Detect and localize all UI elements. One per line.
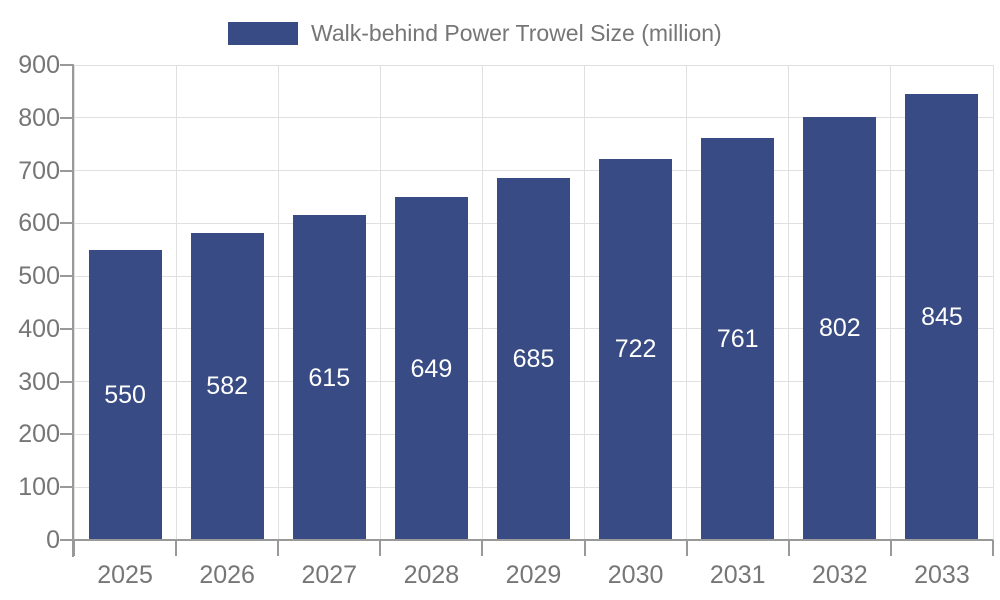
bar-value-label: 761: [716, 325, 759, 354]
x-axis-line: [72, 539, 993, 541]
x-tick-label: 2033: [914, 561, 970, 589]
x-tick-label: 2028: [403, 561, 460, 589]
bar-value-label: 615: [308, 363, 351, 392]
y-tick: [60, 327, 74, 330]
x-tick-label: 2029: [505, 561, 562, 589]
x-tick: [583, 540, 586, 556]
x-tick: [379, 540, 382, 556]
y-tick-label: 600: [18, 209, 60, 238]
x-tick-label: 2031: [709, 561, 766, 589]
y-tick: [60, 222, 74, 225]
y-axis-line: [72, 65, 74, 557]
x-tick-label: 2025: [97, 561, 153, 589]
bar: [190, 232, 264, 540]
bar: [599, 158, 673, 540]
bar: [88, 249, 162, 540]
x-gridline: [992, 65, 994, 540]
bar: [803, 116, 877, 540]
y-tick: [60, 64, 74, 66]
bar: [394, 197, 468, 540]
x-gridline: [379, 65, 381, 540]
y-tick-label: 100: [18, 473, 60, 502]
y-tick: [60, 169, 74, 172]
bar-value-label: 550: [104, 380, 146, 409]
x-gridline: [175, 65, 177, 540]
x-gridline: [788, 65, 790, 540]
y-tick-label: 300: [18, 367, 60, 396]
y-tick-label: 200: [18, 420, 60, 449]
bar: [701, 138, 775, 540]
x-tick: [481, 540, 484, 556]
bar-value-label: 685: [512, 345, 555, 374]
legend-item[interactable]: Walk-behind Power Trowel Size (million): [228, 20, 722, 47]
y-tick-label: 400: [18, 314, 60, 343]
x-tick: [992, 540, 994, 556]
x-gridline: [277, 65, 279, 540]
x-gridline: [481, 65, 483, 540]
x-tick-label: 2027: [301, 561, 358, 589]
bar-value-label: 582: [206, 372, 249, 401]
x-gridline: [73, 65, 75, 540]
bar-value-label: 649: [410, 354, 453, 383]
x-tick-label: 2026: [199, 561, 255, 589]
y-tick: [60, 275, 74, 278]
y-gridline: [74, 170, 993, 172]
y-tick: [60, 486, 74, 489]
y-tick: [60, 380, 74, 383]
x-gridline: [686, 65, 688, 540]
y-tick: [60, 433, 74, 436]
y-gridline: [74, 64, 993, 66]
x-tick-label: 2032: [812, 561, 868, 589]
bar: [905, 94, 979, 540]
y-tick-label: 700: [18, 156, 60, 185]
y-tick-label: 0: [46, 526, 60, 554]
y-tick-label: 900: [18, 51, 60, 79]
x-tick: [73, 540, 75, 556]
bar-value-label: 802: [818, 314, 861, 343]
x-gridline: [890, 65, 892, 540]
x-tick: [175, 540, 178, 556]
bar: [497, 178, 570, 540]
x-tick-label: 2030: [607, 561, 664, 589]
y-tick: [60, 116, 74, 119]
x-tick: [889, 540, 892, 556]
bar-value-label: 722: [614, 335, 657, 364]
x-gridline: [584, 65, 586, 540]
y-tick-label: 500: [18, 262, 60, 291]
y-tick: [60, 539, 74, 541]
x-tick: [277, 540, 280, 556]
x-tick: [685, 540, 688, 556]
y-gridline: [74, 117, 993, 119]
legend-label: Walk-behind Power Trowel Size (million): [311, 20, 722, 46]
bar-value-label: 845: [921, 303, 963, 331]
x-tick: [787, 540, 790, 556]
bar: [292, 215, 366, 540]
legend-swatch: [228, 22, 298, 45]
y-tick-label: 800: [18, 103, 60, 132]
